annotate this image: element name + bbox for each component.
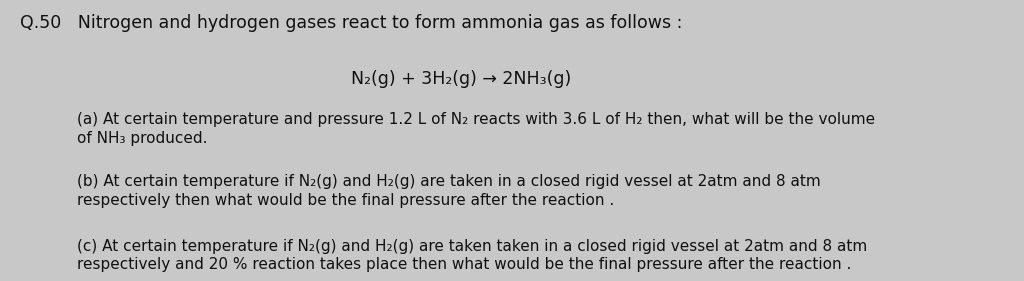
Text: Q.50   Nitrogen and hydrogen gases react to form ammonia gas as follows :: Q.50 Nitrogen and hydrogen gases react t… <box>20 14 683 32</box>
Text: N₂(g) + 3H₂(g) → 2NH₃(g): N₂(g) + 3H₂(g) → 2NH₃(g) <box>350 70 571 88</box>
Text: (c) At certain temperature if N₂(g) and H₂(g) are taken taken in a closed rigid : (c) At certain temperature if N₂(g) and … <box>77 239 867 273</box>
Text: (a) At certain temperature and pressure 1.2 L of N₂ reacts with 3.6 L of H₂ then: (a) At certain temperature and pressure … <box>77 112 874 146</box>
Text: (b) At certain temperature if N₂(g) and H₂(g) are taken in a closed rigid vessel: (b) At certain temperature if N₂(g) and … <box>77 174 820 208</box>
